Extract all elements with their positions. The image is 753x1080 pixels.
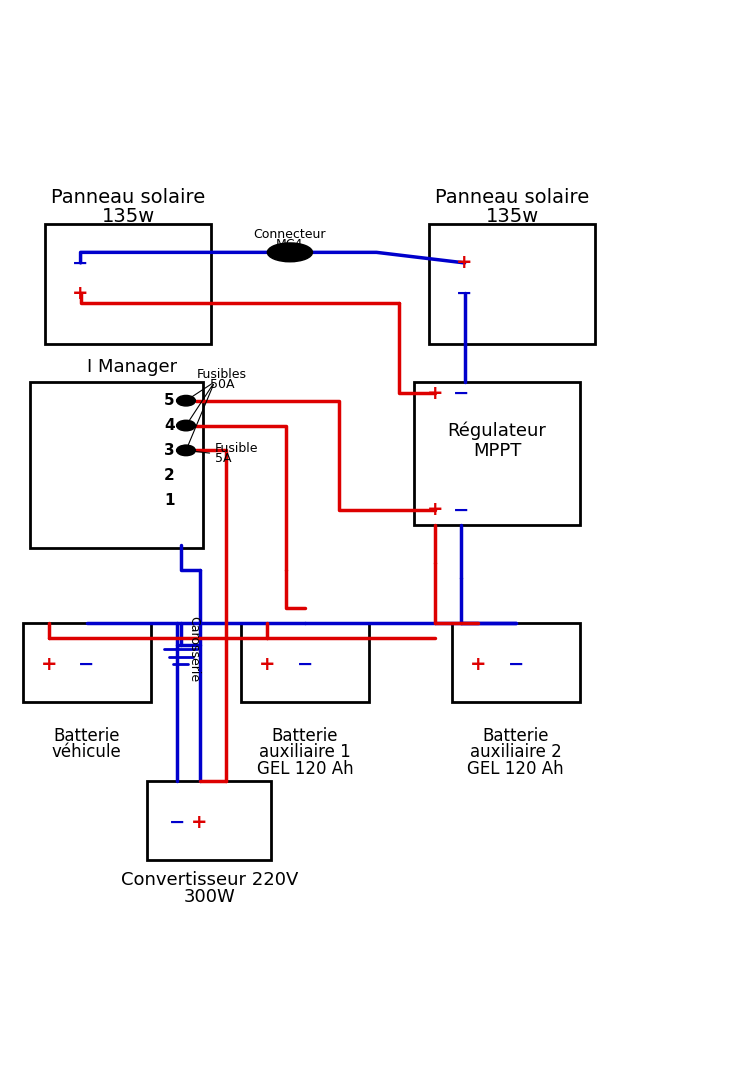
Text: −: − [169,813,185,832]
Text: Connecteur: Connecteur [254,228,326,241]
Text: MC4: MC4 [276,239,303,252]
Text: véhicule: véhicule [52,743,121,761]
Text: Panneau solaire: Panneau solaire [51,188,205,207]
Text: −: − [508,654,524,674]
Bar [23,623,151,702]
Text: GEL 120 Ah: GEL 120 Ah [257,760,353,778]
Text: Fusibles: Fusibles [197,368,247,381]
Ellipse shape [176,445,196,456]
Text: −: − [297,654,313,674]
Text: Batterie: Batterie [483,727,549,745]
Text: 1: 1 [164,492,175,508]
Text: Fusible: Fusible [215,442,258,455]
Bar [147,781,271,860]
Text: 3: 3 [164,443,175,458]
Text: −: − [456,284,473,302]
Ellipse shape [267,243,312,261]
Text: auxiliaire 1: auxiliaire 1 [259,743,351,761]
Text: 4: 4 [164,418,175,433]
Text: 5A: 5A [215,453,231,465]
Text: +: + [72,284,89,302]
Text: +: + [456,254,473,272]
Text: +: + [427,500,444,519]
Text: Panneau solaire: Panneau solaire [435,188,589,207]
Text: Carosserie: Carosserie [187,616,200,683]
Text: −: − [453,500,469,519]
Text: 5: 5 [164,393,175,408]
Text: MPPT: MPPT [473,442,521,460]
Text: +: + [470,654,486,674]
Text: 50A: 50A [210,378,234,391]
Text: Convertisseur 220V: Convertisseur 220V [120,872,298,889]
Text: −: − [78,654,95,674]
Bar [452,623,580,702]
Text: +: + [191,813,208,832]
Text: −: − [453,383,469,403]
Text: 300W: 300W [184,888,235,906]
Text: Régulateur: Régulateur [447,421,547,440]
Text: auxiliaire 2: auxiliaire 2 [470,743,562,761]
Text: GEL 120 Ah: GEL 120 Ah [468,760,564,778]
Text: 135w: 135w [102,206,154,226]
Text: +: + [41,654,57,674]
Bar [241,623,369,702]
Ellipse shape [176,420,196,431]
Bar [414,382,580,525]
Ellipse shape [176,395,196,406]
Ellipse shape [178,445,194,456]
Text: 135w: 135w [486,206,538,226]
Text: Batterie: Batterie [272,727,338,745]
Text: +: + [427,383,444,403]
Text: Batterie: Batterie [53,727,120,745]
Text: 2: 2 [164,468,175,483]
Text: +: + [259,654,276,674]
Bar [429,224,595,345]
Bar [30,382,203,548]
Text: I Manager: I Manager [87,357,177,376]
Bar [45,224,211,345]
Text: −: − [72,254,89,272]
